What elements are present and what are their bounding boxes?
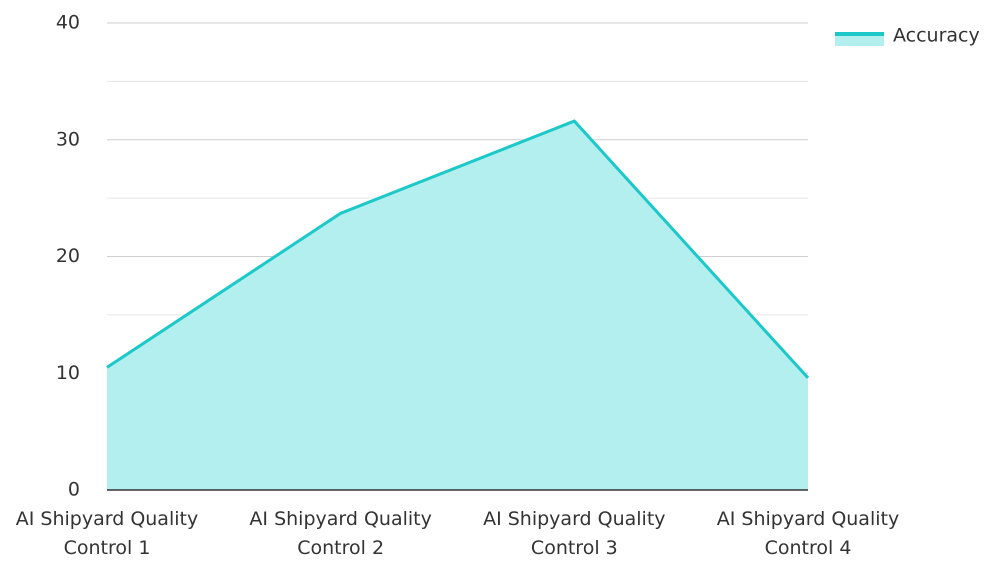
y-tick-label: 40 bbox=[56, 12, 80, 34]
x-tick-label: AI Shipyard Quality Control 1 bbox=[15, 508, 199, 559]
x-tick-label: AI Shipyard Quality Control 3 bbox=[483, 508, 666, 559]
y-tick-label: 20 bbox=[56, 245, 80, 267]
legend-label: Accuracy bbox=[893, 25, 980, 47]
y-tick-label: 30 bbox=[56, 128, 80, 150]
y-tick-label: 0 bbox=[68, 479, 80, 501]
y-tick-label: 10 bbox=[56, 362, 80, 384]
area bbox=[107, 121, 808, 490]
x-tick-label: AI Shipyard Quality Control 2 bbox=[249, 508, 432, 559]
x-tick-label: AI Shipyard Quality Control 4 bbox=[716, 508, 900, 559]
legend-swatch bbox=[835, 34, 884, 46]
line bbox=[106, 119, 810, 379]
